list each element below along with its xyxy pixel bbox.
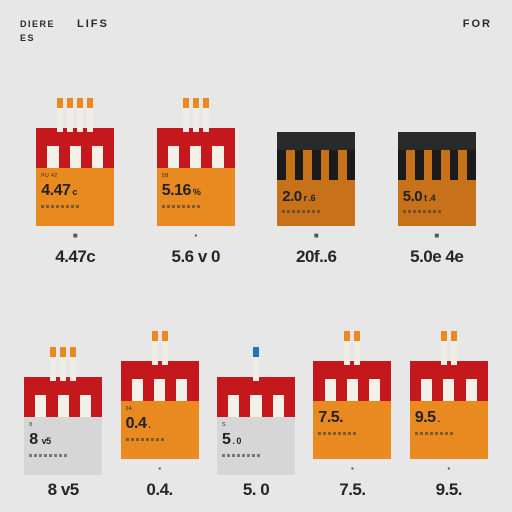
cigarette-pack-icon: 5B 5.16% [157, 128, 235, 226]
header-text: DIERE [20, 18, 55, 32]
pack-micro-text: 04. [126, 406, 194, 412]
cigarette-pack-icon: 7.5. [313, 361, 391, 459]
marker-icon: ■ [314, 231, 319, 240]
pack-label: 7.5. [313, 401, 391, 459]
cigarettes-icon [441, 331, 457, 365]
pack-micro-text: 8 [29, 422, 97, 428]
display-value: 5.6 v 0 [172, 247, 221, 267]
cigarettes-icon [152, 331, 168, 365]
pack-item: S. 5. 05. 0 [213, 377, 299, 500]
cigarette-pack-icon: 04. 0.4. [121, 361, 199, 459]
cigarette-pack-icon: 5.0t .4 [398, 132, 476, 226]
header-text: LIFS [77, 18, 109, 30]
pack-item: 7.5. ▪ 7.5. [309, 361, 395, 500]
rows-container: PU 42 4.47c ■ 4.47c 5B 5.16% ▪ 5.6 v 0 2.0r .6 ■… [20, 55, 492, 500]
cigarette-pack-icon: S. 5. 0 [217, 377, 295, 475]
pack-price: 5. 0 [222, 431, 290, 449]
cigarette-pack-icon: PU 42 4.47c [36, 128, 114, 226]
pack-label: 2.0r .6 [277, 180, 355, 226]
display-value: 5.0e 4e [410, 247, 463, 267]
pack-price: 4.47c [41, 182, 109, 200]
header-item-3: FOR [463, 18, 492, 45]
pack-item: 8 8 v58 v5 [20, 377, 106, 500]
pack-price: 7.5. [318, 409, 386, 427]
pack-item: 04. 0.4. ▪ 0.4. [116, 361, 202, 500]
infographic-canvas: DIERE ES LIFS FOR PU 42 4.47c ■ 4.47c 5B 5.1… [0, 0, 512, 512]
pack-label: 8 8 v5 [24, 417, 102, 475]
pack-price: 5.0t .4 [403, 188, 471, 205]
pack-price: 5.16% [162, 182, 230, 200]
pack-micro-text: PU 42 [41, 173, 109, 179]
pack-price: 2.0r .6 [282, 188, 350, 205]
header-row: DIERE ES LIFS FOR [20, 18, 492, 45]
header-item-2: LIFS [77, 18, 109, 45]
pack-item: PU 42 4.47c ■ 4.47c [20, 128, 131, 267]
marker-icon: ▪ [194, 231, 197, 240]
marker-icon: ▪ [447, 464, 450, 473]
cigarette-pack-icon: 2.0r .6 [277, 132, 355, 226]
item-row: PU 42 4.47c ■ 4.47c 5B 5.16% ▪ 5.6 v 0 2.0r .6 ■… [20, 55, 492, 267]
pack-micro-text: 5B [162, 173, 230, 179]
item-row: 8 8 v58 v504. 0.4.▪0.4.S. 5. 05. 07.5.▪7… [20, 289, 492, 501]
marker-icon: ▪ [158, 464, 161, 473]
display-value: 7.5. [339, 480, 365, 500]
display-value: 8 v5 [48, 480, 79, 500]
pack-item: 9.5. ▪ 9.5. [406, 361, 492, 500]
pack-label: 9.5. [410, 401, 488, 459]
pack-label: S. 5. 0 [217, 417, 295, 475]
pack-price: 8 v5 [29, 431, 97, 449]
display-value: 5. 0 [243, 480, 269, 500]
cigarettes-icon [57, 98, 93, 132]
cigarettes-icon [344, 331, 360, 365]
display-value: 9.5. [436, 480, 462, 500]
marker-icon: ▪ [351, 464, 354, 473]
display-value: 20f..6 [296, 247, 336, 267]
display-value: 4.47c [55, 247, 95, 267]
cigarettes-icon [183, 98, 209, 132]
pack-item: 5.0t .4 ■ 5.0e 4e [382, 132, 493, 267]
pack-micro-text: S. [222, 422, 290, 428]
marker-icon: ■ [434, 231, 439, 240]
header-left-group: DIERE ES LIFS [20, 18, 109, 45]
cigarettes-icon [50, 347, 76, 381]
cigarettes-icon [253, 347, 259, 381]
display-value: 0.4. [146, 480, 172, 500]
header-item-1: DIERE ES [20, 18, 55, 45]
pack-item: 2.0r .6 ■ 20f..6 [261, 132, 372, 267]
header-text: FOR [463, 18, 492, 30]
header-right-group: FOR [463, 18, 492, 45]
cigarette-pack-icon: 8 8 v5 [24, 377, 102, 475]
marker-icon: ■ [73, 231, 78, 240]
pack-label: 04. 0.4. [121, 401, 199, 459]
pack-label: 5.0t .4 [398, 180, 476, 226]
pack-price: 9.5. [415, 409, 483, 427]
pack-item: 5B 5.16% ▪ 5.6 v 0 [141, 128, 252, 267]
cigarette-pack-icon: 9.5. [410, 361, 488, 459]
pack-price: 0.4. [126, 415, 194, 433]
pack-label: PU 42 4.47c [36, 168, 114, 226]
header-text: ES [20, 32, 35, 46]
pack-label: 5B 5.16% [157, 168, 235, 226]
